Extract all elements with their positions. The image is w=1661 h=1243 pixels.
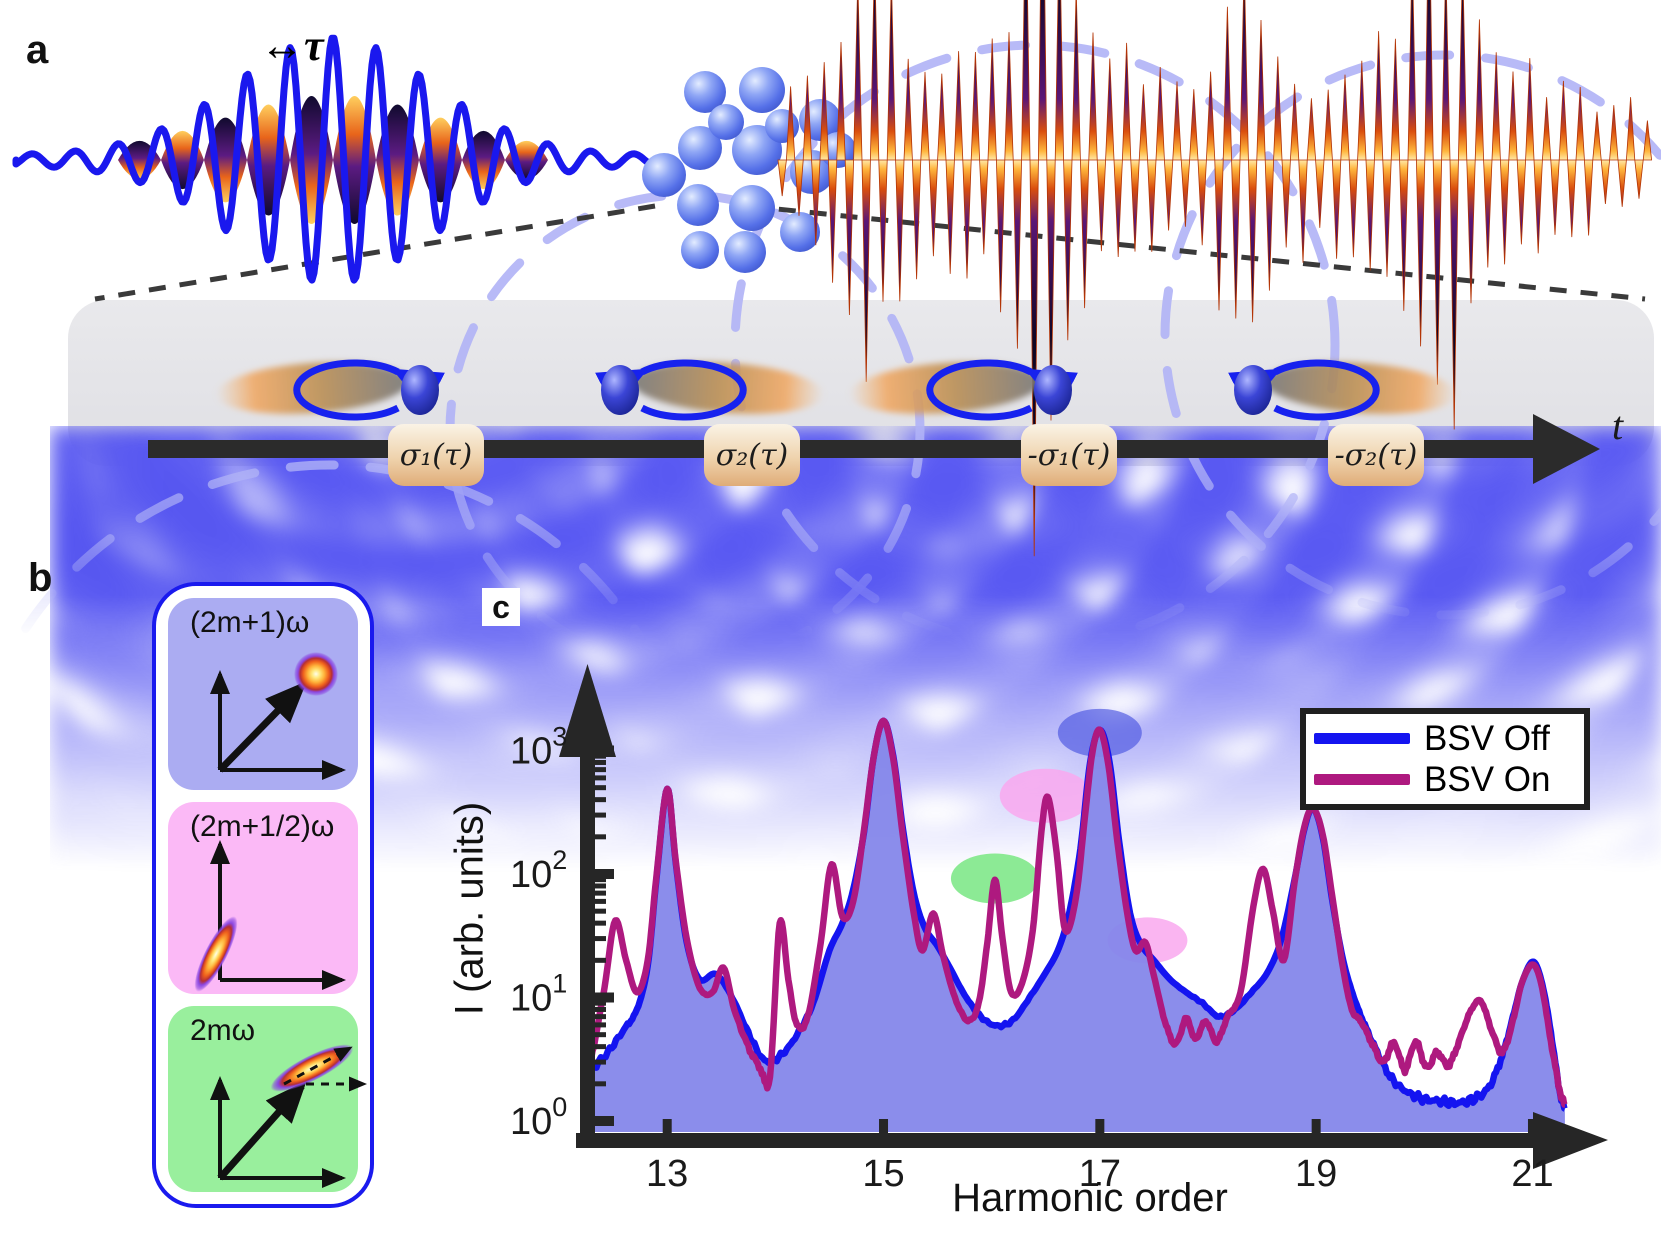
- bsv-off-area: [591, 720, 1565, 1132]
- bsv-off-line-swatch: [1314, 733, 1410, 745]
- panel-label-a: a: [26, 28, 49, 72]
- svg-text:15: 15: [862, 1153, 904, 1195]
- legend-entry-bsv-on: BSV On: [1314, 762, 1576, 797]
- svg-text:17: 17: [1079, 1153, 1121, 1195]
- time-axis-label: t: [1612, 403, 1624, 448]
- svg-text:19: 19: [1295, 1153, 1337, 1195]
- box-frequency-label: (2m+1/2)ω: [190, 810, 335, 843]
- x-axis-title: Harmonic order: [952, 1176, 1228, 1220]
- legend-entry-bsv-off: BSV Off: [1314, 721, 1576, 756]
- zoom-funnel-dashes: [94, 203, 1646, 302]
- hhg-pulse-train: [777, 0, 1653, 557]
- phase-space-diagrams: [194, 652, 367, 1188]
- delay-tau-label: ↔τ: [260, 20, 324, 71]
- svg-text:13: 13: [646, 1153, 688, 1195]
- bsv-on-curve: [588, 717, 1568, 1108]
- tau-symbol: τ: [304, 21, 324, 70]
- panel-label-b: b: [28, 556, 53, 600]
- svg-text:102: 102: [510, 845, 567, 896]
- electron-recollision-motif: [849, 359, 1078, 421]
- neg-sigma2-badge: -σ₂(τ): [1328, 424, 1424, 486]
- svg-text:103: 103: [510, 722, 567, 773]
- panel-a-artwork: [2, 0, 1661, 660]
- sigma1-badge: σ₁(τ): [388, 424, 484, 486]
- box-frequency-label: 2mω: [190, 1014, 256, 1047]
- left-right-arrow-icon: ↔: [260, 21, 304, 70]
- phase-space-box-even-harmonics: 2mω: [168, 1006, 358, 1192]
- electron-recollision-motif: [216, 359, 445, 421]
- svg-text:100: 100: [510, 1092, 567, 1143]
- input-pulse-waveform: [12, 34, 656, 284]
- bsv-on-line-swatch: [1314, 773, 1410, 785]
- tick-labels: 100 101 102 103 13 15 17 19 21: [510, 722, 1554, 1196]
- sigma2-badge: σ₂(τ): [704, 424, 800, 486]
- electron-recollision-motif: [595, 359, 824, 421]
- phase-space-box-odd-harmonics: (2m+1)ω: [168, 598, 358, 790]
- axis-ticks: [595, 745, 1537, 1133]
- chart-legend: BSV Off BSV On: [1300, 708, 1590, 810]
- svg-text:21: 21: [1511, 1153, 1553, 1195]
- neg-sigma1-badge: -σ₁(τ): [1021, 424, 1117, 486]
- chart-axes: [559, 664, 1608, 1169]
- timeline-arrow: [148, 414, 1600, 484]
- panel-label-c-box: c: [482, 588, 520, 626]
- box-frequency-label: (2m+1)ω: [190, 606, 310, 639]
- phase-space-box-half-harmonics: (2m+1/2)ω: [168, 802, 358, 994]
- svg-text:101: 101: [510, 969, 567, 1020]
- y-axis-title: I (arb. units): [447, 801, 492, 1016]
- electron-recollision-motif: [1228, 359, 1457, 421]
- phase-space-panel: (2m+1)ω (2m+1/2)ω 2mω: [152, 582, 374, 1208]
